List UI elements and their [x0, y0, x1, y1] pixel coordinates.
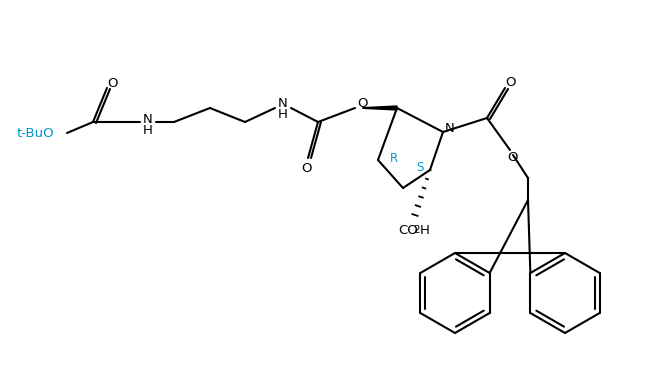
Text: O: O: [302, 161, 312, 174]
Text: N: N: [445, 121, 455, 135]
Text: O: O: [358, 96, 368, 109]
Text: H: H: [278, 108, 288, 121]
Text: 2: 2: [413, 225, 420, 235]
Text: O: O: [508, 151, 519, 164]
Text: H: H: [143, 124, 153, 137]
Text: O: O: [106, 76, 117, 89]
Text: R: R: [390, 151, 398, 164]
Text: S: S: [416, 161, 424, 174]
Text: N: N: [143, 112, 153, 125]
Text: t-BuO: t-BuO: [17, 127, 55, 139]
Text: N: N: [278, 96, 288, 109]
Text: H: H: [420, 223, 430, 236]
Text: CO: CO: [398, 223, 418, 236]
Polygon shape: [363, 106, 397, 110]
Text: O: O: [506, 76, 516, 89]
